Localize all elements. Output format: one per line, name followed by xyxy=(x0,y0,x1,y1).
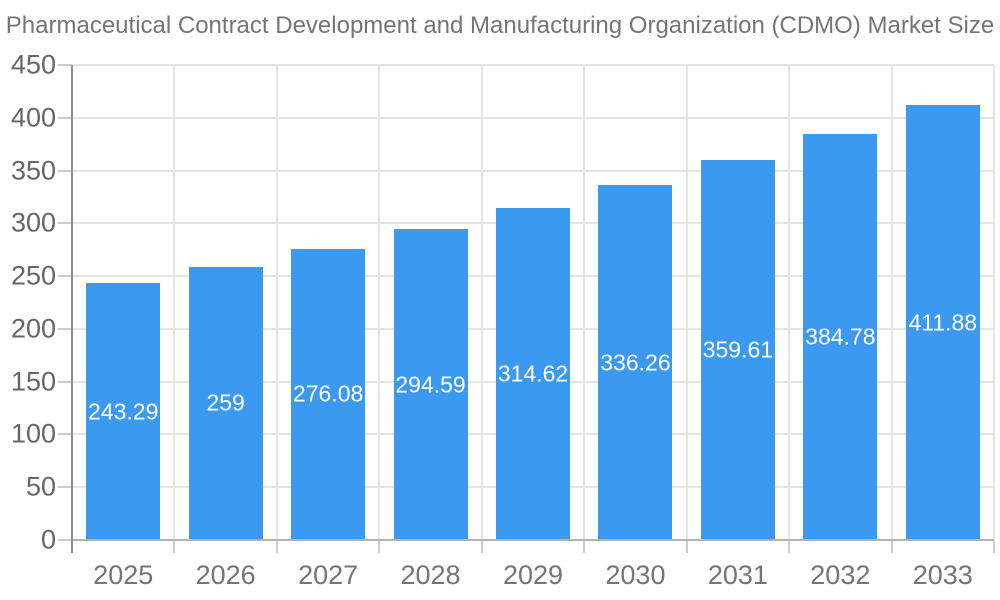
bar[interactable] xyxy=(598,185,673,540)
x-axis-tick xyxy=(378,540,381,553)
x-gridline xyxy=(378,65,381,540)
y-axis-tick xyxy=(58,539,72,541)
x-gridline xyxy=(583,65,586,540)
y-axis-tick xyxy=(58,433,72,436)
x-axis-label: 2025 xyxy=(93,560,154,590)
x-gridline xyxy=(173,65,176,540)
x-axis-label: 2032 xyxy=(810,560,871,590)
y-axis-label: 450 xyxy=(10,49,56,80)
bar-value-label: 359.61 xyxy=(702,336,774,363)
x-axis-tick xyxy=(480,540,483,553)
x-axis-label: 2027 xyxy=(298,560,359,590)
bar[interactable] xyxy=(393,229,468,540)
bar-value-label: 336.26 xyxy=(600,349,671,376)
x-axis-tick xyxy=(275,540,278,553)
y-axis-label: 200 xyxy=(10,313,56,344)
bar[interactable] xyxy=(188,266,263,540)
bar-value-label: 294.59 xyxy=(395,371,466,398)
bar-value-label: 314.62 xyxy=(497,360,569,387)
x-gridline xyxy=(685,65,688,540)
y-axis-line xyxy=(71,65,73,553)
x-axis-tick xyxy=(173,540,176,553)
x-axis-baseline xyxy=(72,539,994,541)
y-axis-label: 50 xyxy=(25,471,56,502)
bar[interactable] xyxy=(700,160,775,540)
x-gridline xyxy=(275,65,278,540)
x-axis-tick xyxy=(583,540,586,553)
y-axis-tick xyxy=(58,486,72,489)
y-axis-tick xyxy=(58,380,72,383)
x-gridline xyxy=(480,65,483,540)
bar[interactable] xyxy=(291,248,366,540)
y-axis-tick xyxy=(58,222,72,225)
x-gridline xyxy=(788,65,791,540)
x-axis-label: 2028 xyxy=(400,560,461,590)
x-axis-tick xyxy=(993,540,995,553)
bar-value-label: 259 xyxy=(206,389,245,416)
x-gridline xyxy=(993,65,995,540)
bar-value-label: 276.08 xyxy=(292,380,364,407)
y-axis-label: 250 xyxy=(10,260,56,291)
y-axis-tick xyxy=(58,116,72,119)
y-axis-label: 150 xyxy=(10,366,56,397)
y-gridline xyxy=(72,169,994,172)
x-axis-label: 2033 xyxy=(912,560,973,590)
y-axis-label: 400 xyxy=(10,102,56,133)
y-gridline xyxy=(72,64,994,66)
chart-title: Pharmaceutical Contract Development and … xyxy=(5,12,995,39)
bar[interactable] xyxy=(496,207,570,540)
x-axis-tick xyxy=(890,540,893,553)
x-axis-tick xyxy=(788,540,791,553)
y-axis-label: 0 xyxy=(40,524,56,555)
bar-value-label: 384.78 xyxy=(805,323,876,350)
y-axis-tick xyxy=(58,327,72,330)
bar[interactable] xyxy=(803,133,878,540)
bar-value-label: 411.88 xyxy=(908,309,978,336)
x-axis-label: 2031 xyxy=(707,560,768,590)
x-axis-tick xyxy=(685,540,688,553)
x-axis-label: 2030 xyxy=(605,560,666,590)
y-gridline xyxy=(72,116,994,119)
y-axis-label: 350 xyxy=(10,155,56,186)
y-axis-tick xyxy=(58,169,72,172)
y-axis-label: 100 xyxy=(10,418,56,449)
bar[interactable] xyxy=(86,283,161,540)
bar[interactable] xyxy=(905,105,980,540)
bar-value-label: 243.29 xyxy=(88,398,159,425)
x-gridline xyxy=(890,65,893,540)
y-axis-tick xyxy=(58,275,72,278)
y-axis-label: 300 xyxy=(10,207,56,238)
y-axis-tick xyxy=(58,64,72,66)
x-axis-label: 2026 xyxy=(195,560,256,590)
x-axis-label: 2029 xyxy=(502,560,564,590)
